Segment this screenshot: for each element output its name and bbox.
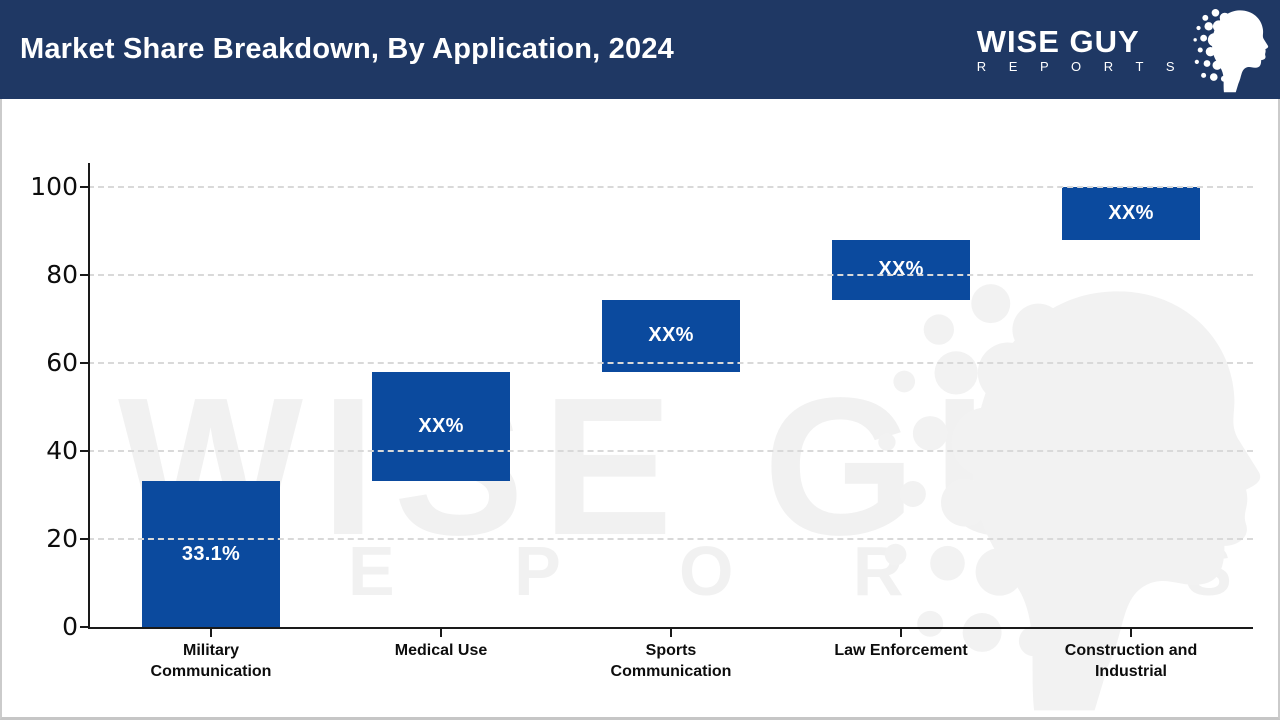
- gridline: [88, 450, 1253, 452]
- x-tick-mark: [900, 629, 902, 637]
- wise-guy-logo: WISE GUY R E P O R T S: [977, 6, 1272, 94]
- y-tick-label: 40: [46, 436, 78, 465]
- x-category-label: Sports Communication: [610, 642, 732, 680]
- y-axis-line: [88, 163, 90, 629]
- y-tick-label: 20: [46, 524, 78, 553]
- logo-wordmark: WISE GUY: [976, 24, 1140, 59]
- waterfall-bar-1: 33.1%: [142, 481, 280, 627]
- bar-value-label: 33.1%: [181, 542, 241, 565]
- dotted-face-profile-icon: [1193, 8, 1269, 92]
- gridline: [88, 538, 1253, 540]
- y-tick-mark: [80, 274, 88, 276]
- logo-subtitle: R E P O R T S: [976, 59, 1184, 74]
- y-tick-mark: [80, 450, 88, 452]
- gridline: [88, 362, 1253, 364]
- y-tick-label: 100: [30, 172, 78, 201]
- bar-value-label: XX%: [418, 415, 464, 438]
- y-tick-mark: [80, 186, 88, 188]
- x-tick-mark: [670, 629, 672, 637]
- y-tick-mark: [80, 538, 88, 540]
- x-category-label: Military Communication: [150, 642, 272, 680]
- x-category-label: Construction and Industrial: [1064, 642, 1198, 680]
- chart-canvas: WISE GUY R E P O R T S 0 20 40 60 80 100 33.1%…: [0, 99, 1280, 720]
- x-tick-mark: [1130, 629, 1132, 637]
- gridline: [88, 274, 1253, 276]
- y-tick-label: 80: [46, 260, 78, 289]
- x-category-label: Medical Use: [394, 642, 488, 659]
- waterfall-bar-4: XX%: [832, 239, 970, 300]
- y-tick-mark: [80, 362, 88, 364]
- bar-value-label: XX%: [648, 324, 694, 347]
- x-tick-mark: [440, 629, 442, 637]
- x-tick-mark: [210, 629, 212, 637]
- x-axis-line: [88, 627, 1253, 629]
- y-tick-label: 0: [62, 612, 78, 641]
- waterfall-bar-3: XX%: [602, 299, 740, 372]
- logo-text: WISE GUY R E P O R T S: [977, 26, 1184, 73]
- waterfall-bar-2: XX%: [372, 371, 510, 482]
- bar-value-label: XX%: [1108, 201, 1154, 224]
- dotted-face-profile-watermark: [878, 284, 1261, 711]
- gridline: [88, 186, 1253, 188]
- header-bar: Market Share Breakdown, By Application, …: [0, 0, 1280, 99]
- bar-value-label: XX%: [878, 258, 924, 281]
- y-tick-mark: [80, 626, 88, 628]
- x-category-label: Law Enforcement: [834, 642, 968, 659]
- y-tick-label: 60: [46, 348, 78, 377]
- page-title: Market Share Breakdown, By Application, …: [20, 33, 674, 65]
- waterfall-bar-5: XX%: [1062, 187, 1200, 240]
